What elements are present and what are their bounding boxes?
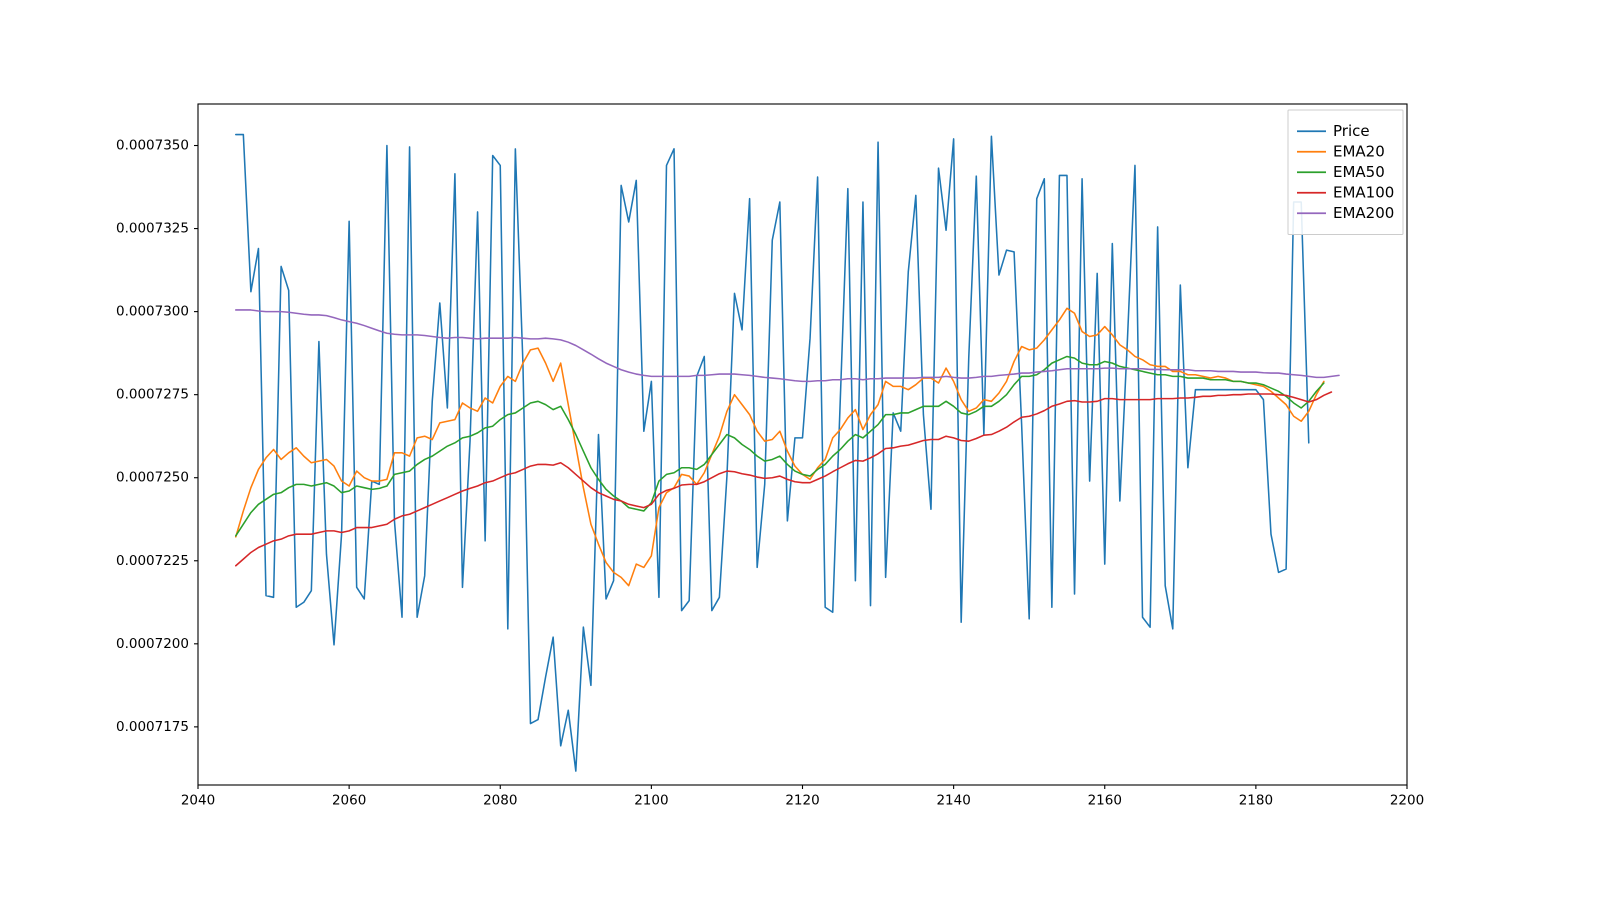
legend-background [1287,109,1404,235]
y-tick-label: 0.0007275 [116,387,189,403]
y-tick-label: 0.0007250 [116,470,189,486]
series-line-ema100 [235,391,1333,567]
x-tick-label: 2060 [332,793,366,809]
x-axis-ticks: 2040 2060 2080 2100 2120 2140 2160 2180 2200 [181,785,1424,809]
x-tick-label: 2180 [1239,793,1273,809]
x-tick-label: 2200 [1390,793,1424,809]
legend-label-price: Price [1333,122,1370,140]
legend-label-ema100: EMA100 [1333,183,1394,201]
y-tick-label: 0.0007300 [116,304,189,320]
x-tick-label: 2140 [936,793,970,809]
y-tick-label: 0.0007325 [116,221,189,237]
series-line-ema20 [235,307,1325,587]
x-tick-label: 2080 [483,793,517,809]
y-tick-label: 0.0007200 [116,636,189,652]
x-tick-label: 2120 [785,793,819,809]
legend-label-ema20: EMA20 [1333,142,1385,160]
axes-frame [197,103,1408,786]
x-tick-label: 2040 [181,793,215,809]
chart-legend[interactable]: Price EMA20 EMA50 EMA100 EMA200 [1287,109,1404,235]
y-tick-label: 0.0007225 [116,553,189,569]
x-tick-label: 2160 [1088,793,1122,809]
y-tick-label: 0.0007350 [116,138,189,154]
y-tick-label: 0.0007175 [116,719,189,735]
series-line-ema50 [235,355,1325,537]
legend-label-ema200: EMA200 [1333,204,1394,222]
series-line-price [235,133,1310,772]
data-series-group [235,133,1340,772]
series-line-ema200 [235,309,1340,383]
x-tick-label: 2100 [634,793,668,809]
legend-label-ema50: EMA50 [1333,163,1385,181]
y-axis-ticks: 0.0007175 0.0007200 0.0007225 0.0007250 0.00… [116,138,198,735]
